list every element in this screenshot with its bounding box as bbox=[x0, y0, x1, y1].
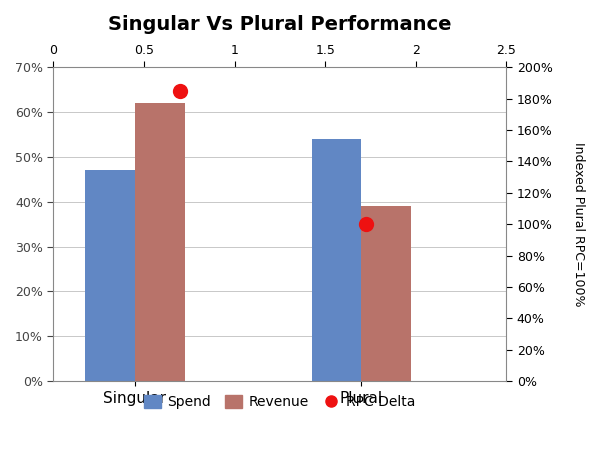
Legend: Spend, Revenue, RPC Delta: Spend, Revenue, RPC Delta bbox=[138, 390, 421, 415]
Bar bbox=[85, 170, 135, 381]
Bar bbox=[311, 139, 361, 381]
Y-axis label: Indexed Plural RPC=100%: Indexed Plural RPC=100% bbox=[572, 142, 585, 306]
Title: Singular Vs Plural Performance: Singular Vs Plural Performance bbox=[108, 15, 452, 34]
Bar bbox=[135, 103, 185, 381]
Bar bbox=[361, 206, 411, 381]
